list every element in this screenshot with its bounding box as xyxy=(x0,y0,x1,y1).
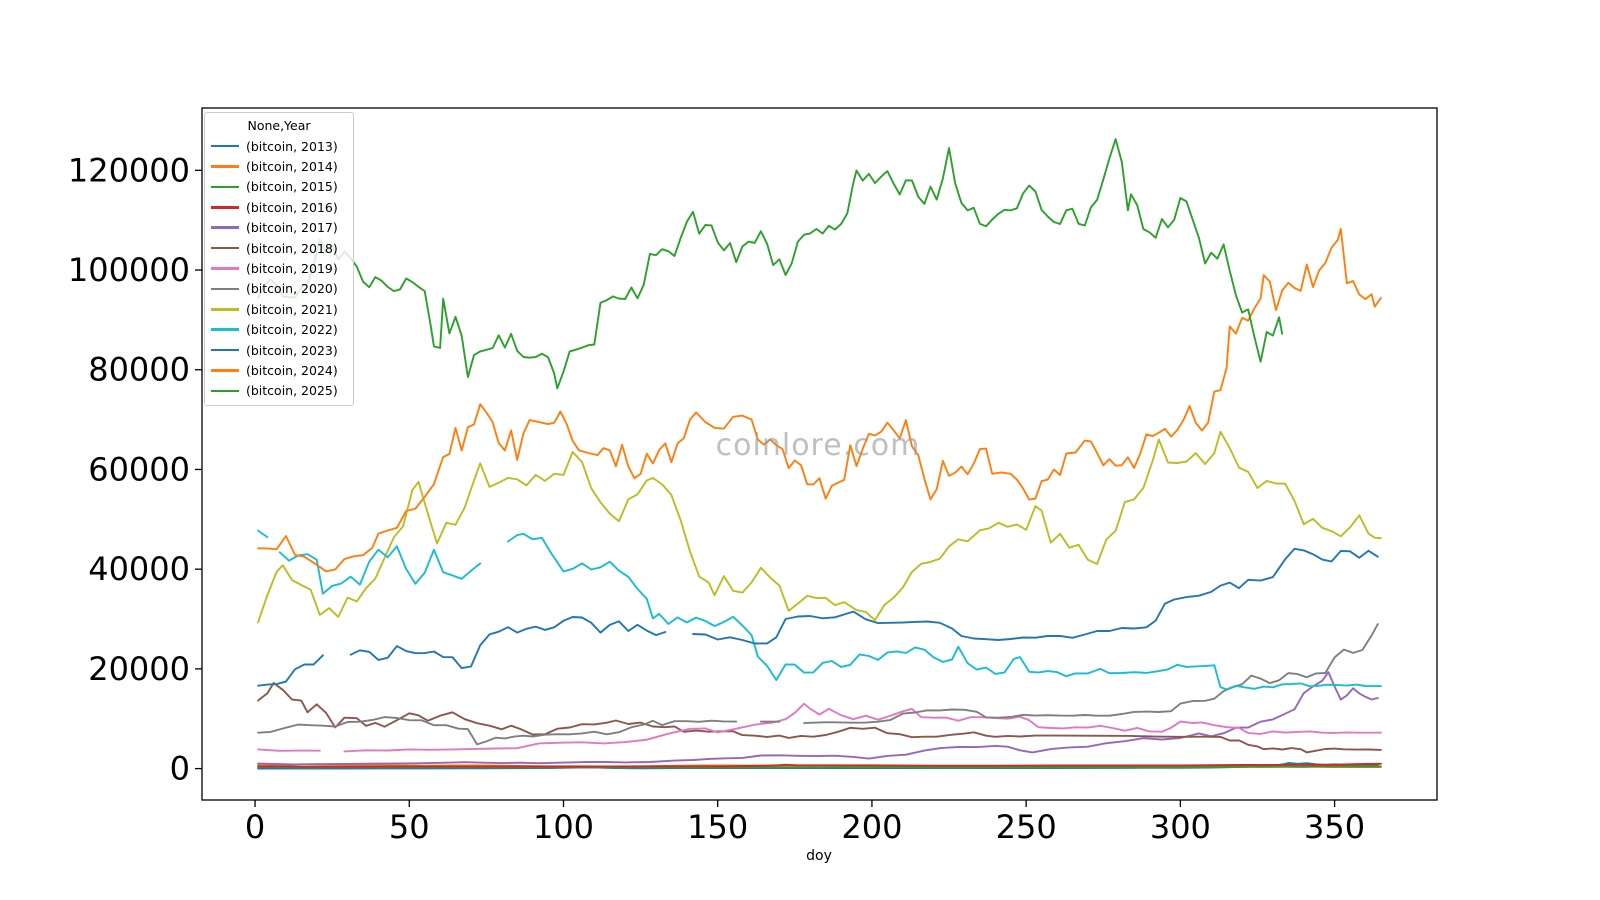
x-tick-label: 50 xyxy=(389,808,430,846)
legend-swatch xyxy=(211,369,239,372)
legend-label: (bitcoin, 2013) xyxy=(246,138,338,154)
series-line-bitcoin-2022 xyxy=(278,545,482,595)
series-line-bitcoin-2020 xyxy=(803,623,1379,725)
legend-label: (bitcoin, 2019) xyxy=(246,261,338,277)
legend-label: (bitcoin, 2024) xyxy=(246,362,338,378)
x-tick-label: 300 xyxy=(1150,808,1211,846)
legend-item: (bitcoin, 2014) xyxy=(211,156,347,176)
y-tick-label: 80000 xyxy=(88,351,190,389)
legend-swatch xyxy=(211,185,239,189)
legend-item: (bitcoin, 2016) xyxy=(211,197,347,217)
legend-swatch xyxy=(211,144,239,148)
legend-swatch xyxy=(211,206,239,209)
series-line-bitcoin-2019 xyxy=(257,748,321,752)
legend-label: (bitcoin, 2015) xyxy=(246,179,338,195)
legend: None,Year (bitcoin, 2013) (bitcoin, 2014)… xyxy=(204,112,354,407)
legend-label: (bitcoin, 2021) xyxy=(246,301,338,317)
plot-spines xyxy=(201,107,1438,801)
legend-item: (bitcoin, 2024) xyxy=(211,360,347,380)
legend-item: (bitcoin, 2018) xyxy=(211,238,347,258)
legend-swatch xyxy=(211,287,239,291)
y-tick-label: 60000 xyxy=(88,450,190,488)
legend-title: None,Year xyxy=(247,118,311,133)
legend-label: (bitcoin, 2016) xyxy=(246,199,338,215)
series-line-bitcoin-2022 xyxy=(507,532,1382,691)
plot-area xyxy=(201,107,1438,801)
legend-item: (bitcoin, 2025) xyxy=(211,381,347,401)
legend-label: (bitcoin, 2017) xyxy=(246,220,338,236)
legend-swatch xyxy=(211,348,239,352)
legend-swatch xyxy=(211,328,239,331)
series-line-bitcoin-2023 xyxy=(257,654,324,687)
legend-label: (bitcoin, 2023) xyxy=(246,342,338,358)
x-tick-label: 200 xyxy=(841,808,902,846)
series-line-bitcoin-2024 xyxy=(257,227,1382,573)
legend-swatch xyxy=(211,308,239,311)
y-tick-label: 20000 xyxy=(88,650,190,688)
series-line-bitcoin-2017 xyxy=(257,671,1379,766)
series-lines xyxy=(257,138,1382,770)
x-tick-label: 250 xyxy=(996,808,1057,846)
x-tick-label: 0 xyxy=(245,808,265,846)
series-line-bitcoin-2022 xyxy=(257,529,269,539)
series-line-bitcoin-2019 xyxy=(343,702,1382,753)
x-axis-label: doy xyxy=(806,848,832,864)
legend-item: (bitcoin, 2013) xyxy=(211,136,347,156)
series-line-bitcoin-2018 xyxy=(257,682,1382,754)
series-line-bitcoin-2023 xyxy=(692,547,1379,645)
y-tick-label: 40000 xyxy=(88,550,190,588)
series-line-bitcoin-2021 xyxy=(257,430,1382,624)
legend-label: (bitcoin, 2018) xyxy=(246,240,338,256)
legend-label: (bitcoin, 2014) xyxy=(246,159,338,175)
x-tick-label: 100 xyxy=(533,808,594,846)
series-line-bitcoin-2023 xyxy=(349,616,667,670)
legend-swatch xyxy=(211,389,239,393)
legend-swatch xyxy=(211,165,239,168)
legend-item: (bitcoin, 2019) xyxy=(211,258,347,278)
legend-label: (bitcoin, 2020) xyxy=(246,281,338,297)
series-line-bitcoin-2016 xyxy=(257,762,1382,768)
legend-item: (bitcoin, 2021) xyxy=(211,299,347,319)
x-tick-label: 150 xyxy=(687,808,748,846)
legend-label: (bitcoin, 2022) xyxy=(246,322,338,338)
legend-items: (bitcoin, 2013) (bitcoin, 2014) (bitcoin, … xyxy=(211,136,347,401)
legend-item: (bitcoin, 2023) xyxy=(211,340,347,360)
y-tick-label: 100000 xyxy=(68,251,190,289)
legend-swatch xyxy=(211,246,239,250)
x-tick-label: 350 xyxy=(1304,808,1365,846)
series-line-bitcoin-2025 xyxy=(257,138,1284,390)
legend-item: (bitcoin, 2022) xyxy=(211,320,347,340)
legend-swatch xyxy=(211,267,239,270)
legend-item: (bitcoin, 2020) xyxy=(211,279,347,299)
axis-ticks: 0 50 100 150 200 250 300 350 0 20000 40000 60000 800… xyxy=(68,151,1365,846)
series-line-bitcoin-2020 xyxy=(257,716,738,746)
watermark: coinlore.com xyxy=(715,428,921,463)
y-tick-label: 0 xyxy=(170,750,190,788)
legend-swatch xyxy=(211,226,239,230)
legend-label: (bitcoin, 2025) xyxy=(246,383,338,399)
legend-item: (bitcoin, 2015) xyxy=(211,177,347,197)
y-tick-label: 120000 xyxy=(68,151,190,189)
legend-item: (bitcoin, 2017) xyxy=(211,218,347,238)
